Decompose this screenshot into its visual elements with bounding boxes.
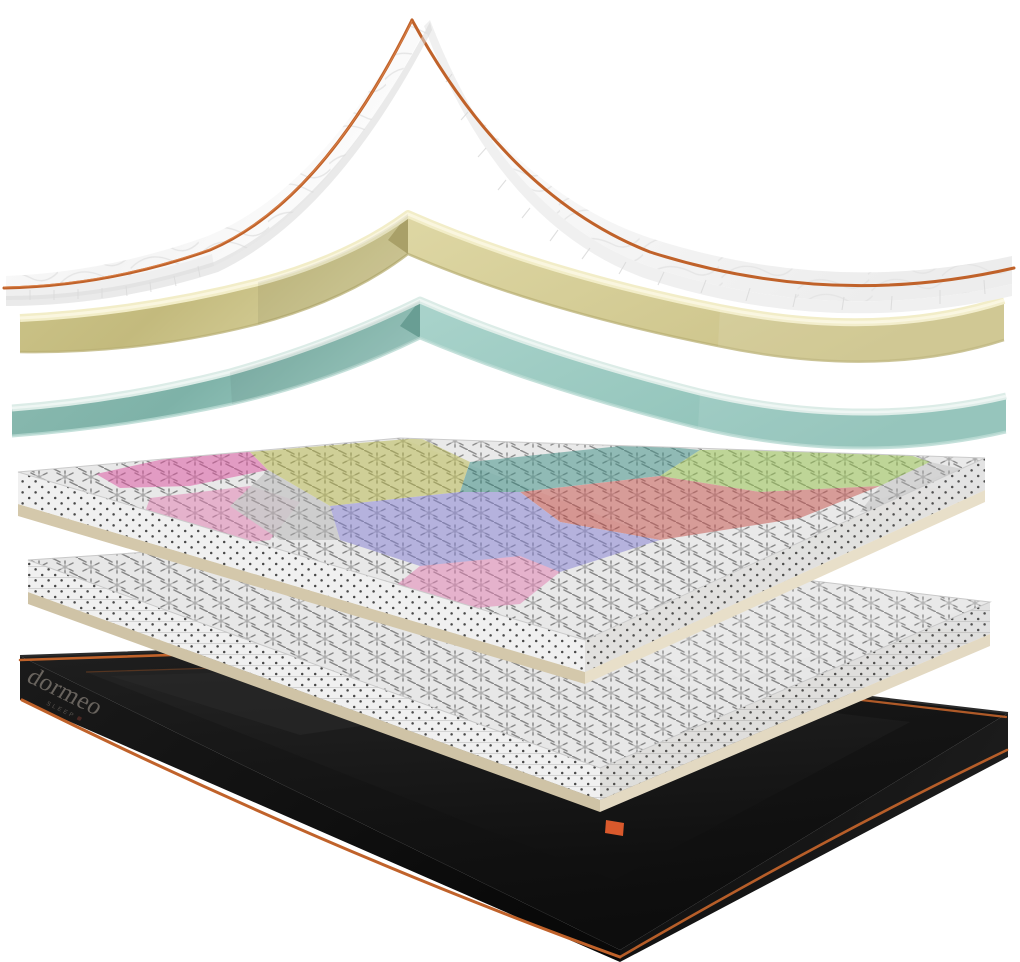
brand-tab-icon xyxy=(605,820,624,836)
